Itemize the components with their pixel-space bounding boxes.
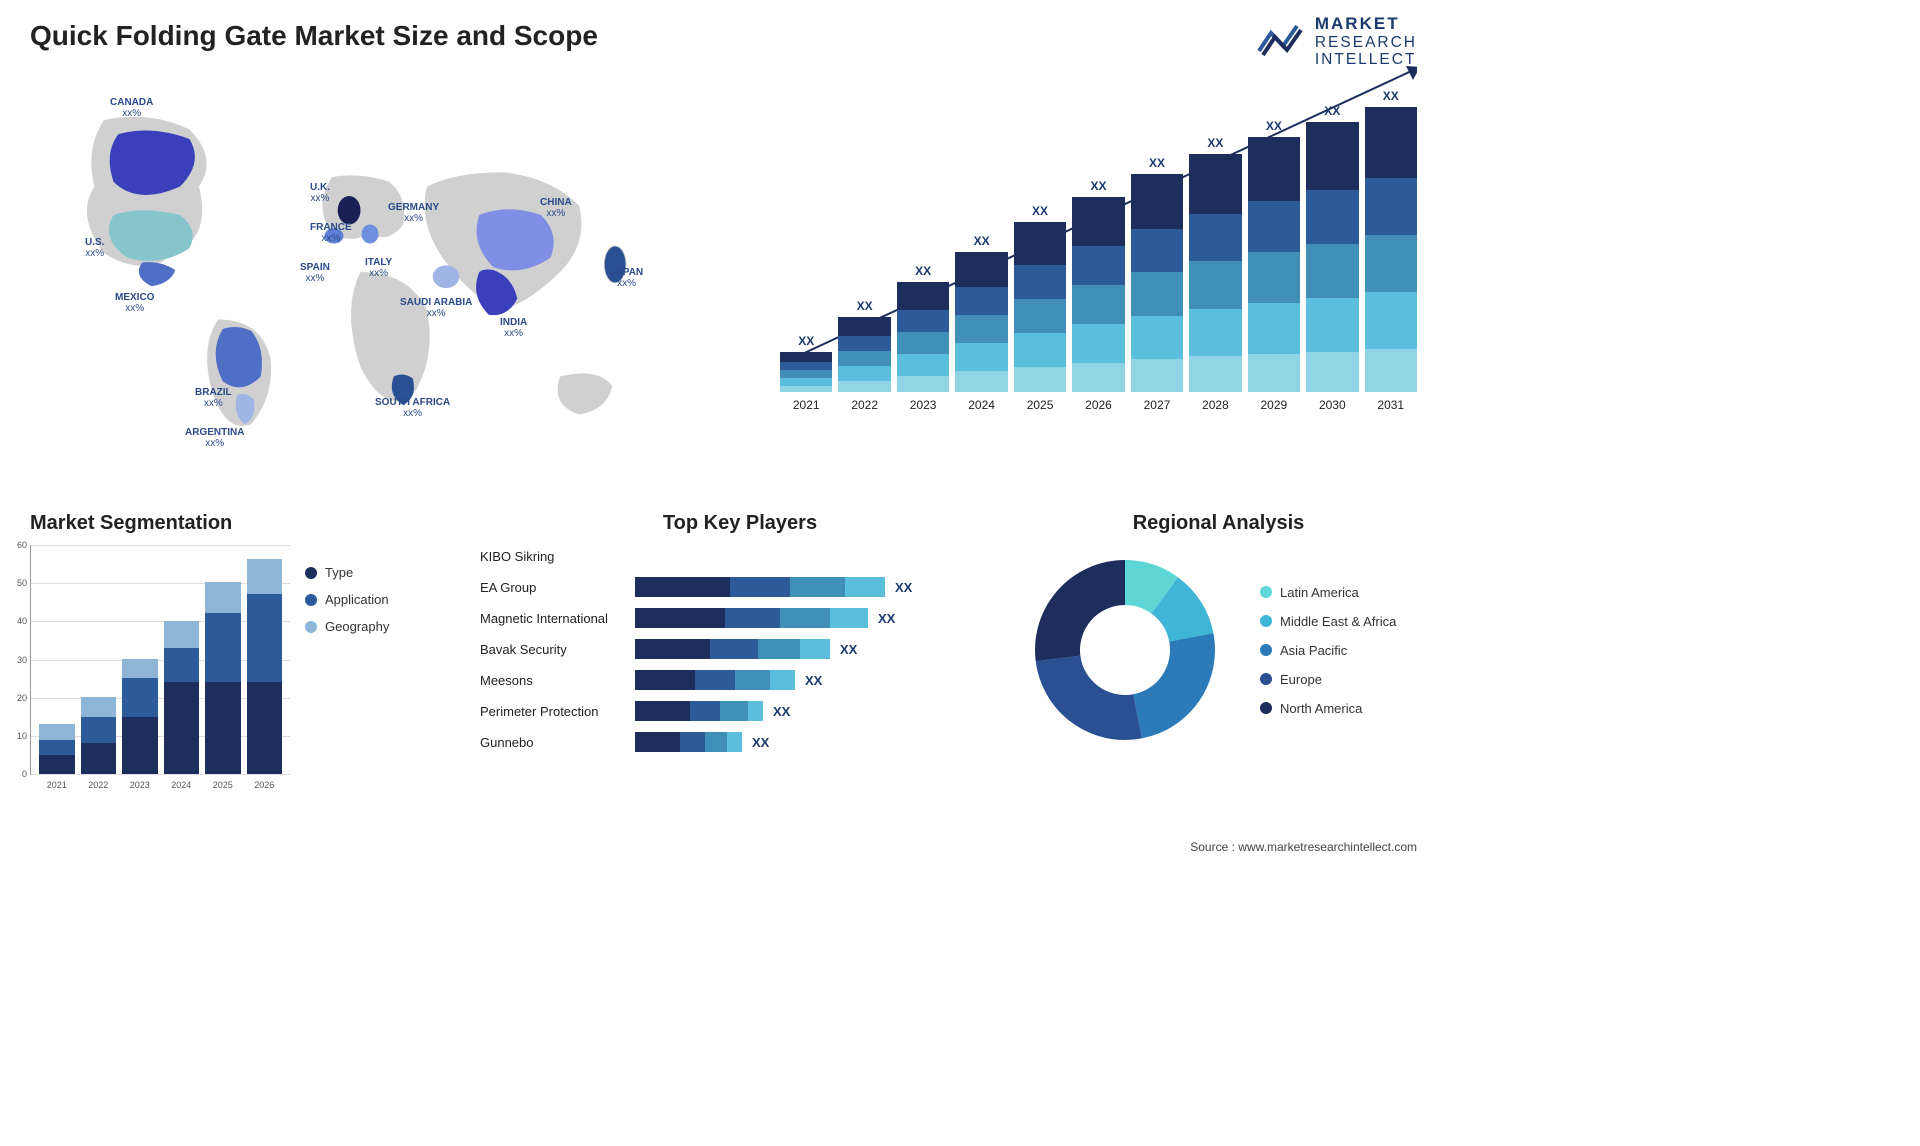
segmentation-section: Market Segmentation 0102030405060 202120…	[30, 512, 460, 792]
seg-legend-geography: Geography	[305, 619, 389, 634]
map-label-argentina: ARGENTINAxx%	[185, 427, 244, 449]
main-bar-2030: XX 2030	[1306, 104, 1358, 412]
regional-legend-middleeastafrica: Middle East & Africa	[1260, 614, 1396, 629]
main-bar-year-2027: 2027	[1144, 398, 1171, 412]
seg-bar-2026	[247, 559, 283, 774]
main-bar-value-2021: XX	[798, 334, 814, 348]
main-bar-year-2021: 2021	[793, 398, 820, 412]
seg-bar-2025	[205, 582, 241, 774]
map-label-france: FRANCExx%	[310, 222, 352, 244]
main-bar-2025: XX 2025	[1014, 204, 1066, 412]
main-bar-year-2028: 2028	[1202, 398, 1229, 412]
map-label-uk: U.K.xx%	[310, 182, 330, 204]
main-bar-2021: XX 2021	[780, 334, 832, 412]
map-label-saudiarabia: SAUDI ARABIAxx%	[400, 297, 472, 319]
logo-icon	[1257, 21, 1307, 61]
main-bar-year-2024: 2024	[968, 398, 995, 412]
main-bar-2029: XX 2029	[1248, 119, 1300, 412]
segmentation-title: Market Segmentation	[30, 512, 460, 535]
source-text: Source : www.marketresearchintellect.com	[1190, 840, 1417, 854]
seg-bar-2023	[122, 659, 158, 774]
key-players-title: Top Key Players	[480, 512, 1000, 535]
player-row-meesons: MeesonsXX	[480, 669, 1000, 691]
main-bar-value-2028: XX	[1207, 136, 1223, 150]
main-bar-year-2025: 2025	[1027, 398, 1054, 412]
main-bar-value-2029: XX	[1266, 119, 1282, 133]
player-row-bavaksecurity: Bavak SecurityXX	[480, 638, 1000, 660]
map-label-india: INDIAxx%	[500, 317, 527, 339]
map-label-china: CHINAxx%	[540, 197, 572, 219]
map-label-us: U.S.xx%	[85, 237, 104, 259]
seg-legend-type: Type	[305, 565, 389, 580]
regional-legend-europe: Europe	[1260, 672, 1396, 687]
seg-bar-2024	[164, 621, 200, 774]
main-bar-value-2031: XX	[1383, 89, 1399, 103]
player-row-magneticinternational: Magnetic InternationalXX	[480, 607, 1000, 629]
main-bar-year-2026: 2026	[1085, 398, 1112, 412]
player-row-eagroup: EA GroupXX	[480, 576, 1000, 598]
main-bar-value-2026: XX	[1090, 179, 1106, 193]
main-bar-value-2023: XX	[915, 264, 931, 278]
regional-title: Regional Analysis	[1020, 512, 1417, 535]
main-bar-year-2023: 2023	[910, 398, 937, 412]
regional-section: Regional Analysis Latin America Middle Ea…	[1020, 512, 1417, 792]
main-bar-value-2027: XX	[1149, 156, 1165, 170]
map-label-italy: ITALYxx%	[365, 257, 392, 279]
player-row-kibosikring: KIBO Sikring	[480, 545, 1000, 567]
main-bar-year-2031: 2031	[1377, 398, 1404, 412]
key-players-section: Top Key Players KIBO Sikring EA GroupXX Ma…	[480, 512, 1000, 792]
map-label-brazil: BRAZILxx%	[195, 387, 232, 409]
map-label-germany: GERMANYxx%	[388, 202, 439, 224]
regional-legend-northamerica: North America	[1260, 701, 1396, 716]
main-bar-year-2029: 2029	[1261, 398, 1288, 412]
seg-bar-2022	[81, 697, 117, 774]
logo-line1: MARKET	[1315, 15, 1417, 34]
main-bar-2031: XX 2031	[1365, 89, 1417, 412]
main-bar-value-2030: XX	[1324, 104, 1340, 118]
regional-legend-latinamerica: Latin America	[1260, 585, 1396, 600]
main-bar-year-2030: 2030	[1319, 398, 1346, 412]
player-row-perimeterprotection: Perimeter ProtectionXX	[480, 700, 1000, 722]
main-bar-value-2024: XX	[974, 234, 990, 248]
segmentation-legend: Type Application Geography	[305, 545, 389, 775]
regional-legend: Latin America Middle East & Africa Asia Pa…	[1260, 585, 1396, 716]
main-bar-2023: XX 2023	[897, 264, 949, 412]
regional-legend-asiapacific: Asia Pacific	[1260, 643, 1396, 658]
main-bar-year-2022: 2022	[851, 398, 878, 412]
donut-slice-asiapacific	[1133, 633, 1215, 738]
main-bar-2028: XX 2028	[1189, 136, 1241, 412]
main-bar-2026: XX 2026	[1072, 179, 1124, 412]
segmentation-chart: 0102030405060 202120222023202420252026	[30, 545, 290, 775]
map-label-mexico: MEXICOxx%	[115, 292, 154, 314]
logo-line3: INTELLECT	[1315, 51, 1417, 68]
main-bar-2022: XX 2022	[838, 299, 890, 412]
regional-donut-chart	[1020, 545, 1230, 755]
main-growth-chart: XX 2021 XX 2022 XX 2023 XX 2024 XX 2025 XX 2026 XX 20…	[740, 82, 1417, 502]
map-label-spain: SPAINxx%	[300, 262, 330, 284]
logo-line2: RESEARCH	[1315, 34, 1417, 51]
brand-logo: MARKET RESEARCH INTELLECT	[1257, 15, 1417, 68]
key-players-list: KIBO Sikring EA GroupXX Magnetic Internati…	[480, 545, 1000, 753]
donut-slice-europe	[1036, 656, 1142, 740]
map-label-japan: JAPANxx%	[610, 267, 643, 289]
page-title: Quick Folding Gate Market Size and Scope	[30, 20, 1417, 52]
player-row-gunnebo: GunneboXX	[480, 731, 1000, 753]
main-bar-2024: XX 2024	[955, 234, 1007, 412]
donut-slice-northamerica	[1035, 560, 1125, 661]
seg-legend-application: Application	[305, 592, 389, 607]
main-bar-2027: XX 2027	[1131, 156, 1183, 412]
world-map-section: CANADAxx% U.S.xx% MEXICOxx% BRAZILxx% ARGENT…	[30, 82, 710, 502]
main-bar-value-2022: XX	[857, 299, 873, 313]
map-label-canada: CANADAxx%	[110, 97, 153, 119]
main-bar-value-2025: XX	[1032, 204, 1048, 218]
seg-bar-2021	[39, 724, 75, 774]
map-label-southafrica: SOUTH AFRICAxx%	[375, 397, 450, 419]
